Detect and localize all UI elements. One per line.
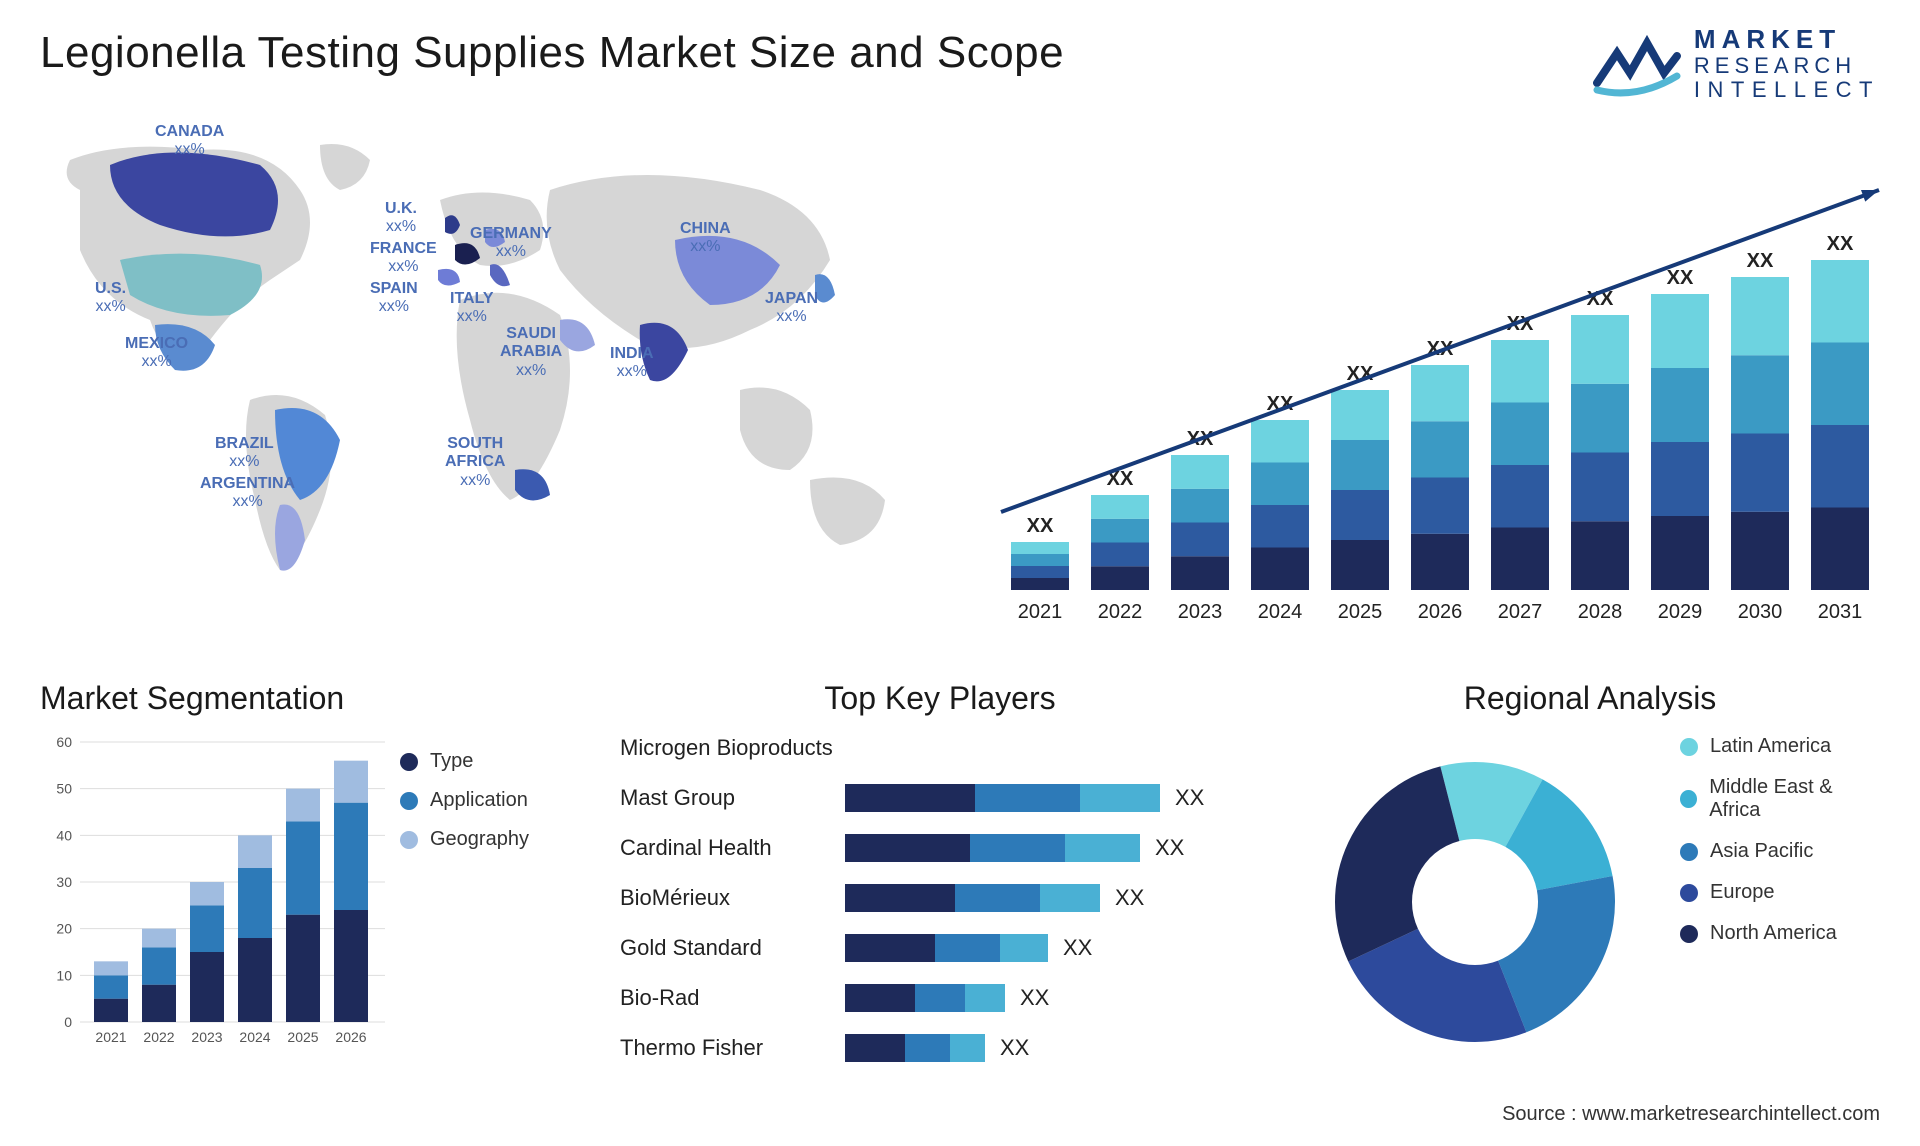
player-row: Thermo Fisher XX (620, 1027, 1260, 1069)
player-name: Microgen Bioproducts (620, 735, 845, 761)
world-map-panel: CANADAxx%U.S.xx%MEXICOxx%BRAZILxx%ARGENT… (40, 130, 900, 630)
svg-text:XX: XX (1027, 515, 1054, 537)
logo-line-2: RESEARCH (1694, 54, 1880, 78)
player-value: XX (1155, 835, 1184, 861)
map-label-mexico: MEXICOxx% (125, 335, 188, 372)
map-label-japan: JAPANxx% (765, 290, 818, 327)
svg-text:20: 20 (56, 921, 72, 937)
player-name: BioMérieux (620, 885, 845, 911)
player-bar (845, 784, 1160, 812)
map-label-germany: GERMANYxx% (470, 225, 552, 262)
regional-legend-item: Europe (1680, 881, 1880, 904)
player-row: Bio-Rad XX (620, 977, 1260, 1019)
svg-text:2024: 2024 (1258, 601, 1303, 623)
map-label-u-s-: U.S.xx% (95, 280, 126, 317)
segmentation-bar-chart: 0 10 20 30 40 50 60 2021 2022 2023 2024 2025 2026 (40, 727, 390, 1057)
page-title: Legionella Testing Supplies Market Size … (40, 28, 1064, 78)
svg-text:40: 40 (56, 827, 72, 843)
svg-text:2026: 2026 (1418, 601, 1463, 623)
svg-text:XX: XX (1667, 267, 1694, 289)
player-row: Microgen Bioproducts (620, 727, 1260, 769)
map-label-brazil: BRAZILxx% (215, 435, 274, 472)
logo-line-3: INTELLECT (1694, 78, 1880, 102)
map-label-spain: SPAINxx% (370, 280, 418, 317)
svg-text:2029: 2029 (1658, 601, 1703, 623)
svg-text:2025: 2025 (287, 1029, 318, 1045)
map-label-france: FRANCExx% (370, 240, 437, 277)
brand-logo: MARKET RESEARCH INTELLECT (1592, 25, 1880, 102)
map-label-italy: ITALYxx% (450, 290, 494, 327)
svg-text:2022: 2022 (143, 1029, 174, 1045)
regional-legend-item: Asia Pacific (1680, 840, 1880, 863)
player-value: XX (1175, 785, 1204, 811)
map-label-south-africa: SOUTHAFRICAxx% (445, 435, 505, 490)
svg-text:2021: 2021 (1018, 601, 1063, 623)
regional-legend-item: Middle East & Africa (1680, 776, 1880, 822)
regional-legend-item: North America (1680, 922, 1880, 945)
player-bar (845, 984, 1005, 1012)
svg-text:2027: 2027 (1498, 601, 1543, 623)
player-row: Mast Group XX (620, 777, 1260, 819)
segmentation-panel: Market Segmentation 0 10 20 30 40 50 60 2021 202… (40, 680, 570, 1100)
svg-text:XX: XX (1827, 233, 1854, 255)
regional-panel: Regional Analysis Latin America Middle Ea… (1300, 680, 1880, 1100)
logo-line-1: MARKET (1694, 25, 1880, 54)
map-label-canada: CANADAxx% (155, 123, 224, 160)
player-name: Gold Standard (620, 935, 845, 961)
regional-title: Regional Analysis (1300, 680, 1880, 717)
players-panel: Top Key Players Microgen Bioproducts Mast… (620, 680, 1260, 1100)
players-title: Top Key Players (620, 680, 1260, 717)
map-label-saudi-arabia: SAUDIARABIAxx% (500, 325, 562, 380)
player-bar (845, 834, 1140, 862)
source-attribution: Source : www.marketresearchintellect.com (1502, 1103, 1880, 1126)
segmentation-title: Market Segmentation (40, 680, 570, 717)
svg-text:30: 30 (56, 874, 72, 890)
players-list: Microgen BioproductsMast GroupXXCardinal… (620, 727, 1260, 1069)
player-value: XX (1063, 935, 1092, 961)
map-label-argentina: ARGENTINAxx% (200, 475, 295, 512)
growth-bar-chart: XX2021XX2022XX2023XX2024XX2025XX2026XX20… (980, 130, 1880, 630)
player-bar (845, 934, 1048, 962)
svg-text:2028: 2028 (1578, 601, 1623, 623)
svg-text:2023: 2023 (191, 1029, 222, 1045)
player-row: BioMérieux XX (620, 877, 1260, 919)
svg-text:60: 60 (56, 734, 72, 750)
svg-text:2031: 2031 (1818, 601, 1863, 623)
svg-text:2023: 2023 (1178, 601, 1223, 623)
player-name: Mast Group (620, 785, 845, 811)
player-value: XX (1020, 985, 1049, 1011)
svg-text:50: 50 (56, 781, 72, 797)
segmentation-legend: Type Application Geography (400, 750, 529, 851)
svg-text:2024: 2024 (239, 1029, 270, 1045)
seg-legend-item: Geography (400, 828, 529, 851)
player-bar (845, 1034, 985, 1062)
player-row: Gold Standard XX (620, 927, 1260, 969)
player-row: Cardinal Health XX (620, 827, 1260, 869)
map-label-u-k-: U.K.xx% (385, 200, 417, 237)
svg-text:2030: 2030 (1738, 601, 1783, 623)
player-name: Thermo Fisher (620, 1035, 845, 1061)
player-value: XX (1000, 1035, 1029, 1061)
regional-legend-item: Latin America (1680, 735, 1880, 758)
player-name: Cardinal Health (620, 835, 845, 861)
svg-text:XX: XX (1747, 250, 1774, 272)
player-bar (845, 884, 1100, 912)
svg-text:2026: 2026 (335, 1029, 366, 1045)
logo-mark-icon (1592, 28, 1682, 98)
map-label-china: CHINAxx% (680, 220, 731, 257)
regional-legend: Latin America Middle East & Africa Asia Pa… (1680, 735, 1880, 945)
svg-text:2022: 2022 (1098, 601, 1143, 623)
svg-text:10: 10 (56, 967, 72, 983)
svg-text:2025: 2025 (1338, 601, 1383, 623)
seg-legend-item: Application (400, 789, 529, 812)
map-label-india: INDIAxx% (610, 345, 654, 382)
svg-text:2021: 2021 (95, 1029, 126, 1045)
player-name: Bio-Rad (620, 985, 845, 1011)
seg-legend-item: Type (400, 750, 529, 773)
svg-text:0: 0 (64, 1014, 72, 1030)
world-map-icon (40, 130, 900, 630)
player-value: XX (1115, 885, 1144, 911)
growth-chart-panel: XX2021XX2022XX2023XX2024XX2025XX2026XX20… (980, 130, 1880, 630)
regional-donut-chart (1300, 727, 1660, 1057)
